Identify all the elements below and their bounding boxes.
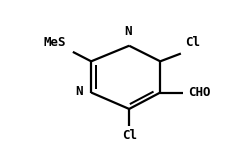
- Text: MeS: MeS: [43, 36, 66, 49]
- Text: N: N: [124, 25, 132, 38]
- Text: N: N: [76, 85, 83, 98]
- Text: Cl: Cl: [122, 129, 137, 142]
- Text: Cl: Cl: [185, 36, 200, 49]
- Text: CHO: CHO: [188, 86, 210, 99]
